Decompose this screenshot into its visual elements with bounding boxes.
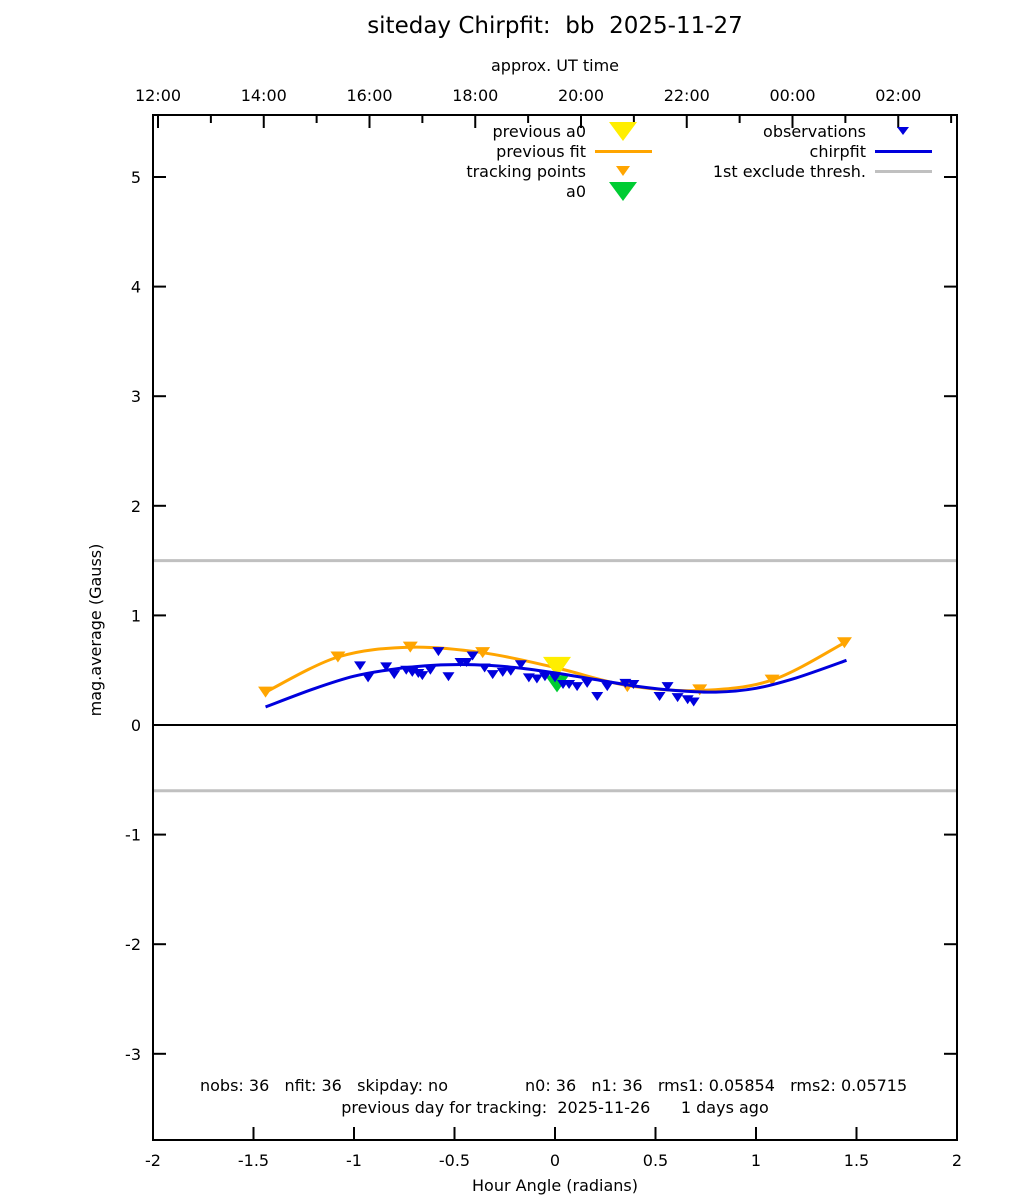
y-axis-tick-label: 0 [131, 716, 141, 735]
legend-item-observations: observations [630, 121, 940, 141]
tracking-point-marker [330, 651, 346, 663]
x-axis-tick-label: 0 [550, 1151, 560, 1170]
observation-marker [466, 651, 479, 661]
observation-marker [442, 672, 455, 682]
top-axis-tick-label: 14:00 [241, 86, 287, 105]
observation-marker [514, 660, 527, 670]
top-axis-tick-label: 20:00 [558, 86, 604, 105]
tracking-point-marker [258, 686, 274, 698]
legend-item-chirpfit: chirpfit [630, 141, 940, 161]
legend-label: tracking points [466, 161, 586, 181]
x-axis-tick-label: -1 [346, 1151, 362, 1170]
observation-marker [380, 662, 393, 672]
legend-label: previous fit [496, 141, 586, 161]
observation-marker [687, 697, 700, 707]
tracking-point-marker [475, 647, 491, 659]
stats-line1-left: nobs: 36 nfit: 36 skipday: no [200, 1076, 448, 1095]
chirpfit-line-icon [874, 149, 932, 153]
legend-label: observations [763, 121, 866, 141]
observation-marker [661, 682, 674, 692]
chart-title: siteday Chirpfit: bb 2025-11-27 [367, 13, 743, 39]
stats-line1-right: n0: 36 n1: 36 rms1: 0.05854 rms2: 0.0571… [525, 1076, 908, 1095]
legend-label: previous a0 [492, 121, 586, 141]
top-axis-tick-label: 16:00 [346, 86, 392, 105]
observation-marker [627, 679, 640, 689]
previous-a0-triangle-icon [609, 121, 637, 141]
observation-marker [601, 682, 614, 692]
observation-marker [460, 658, 473, 668]
observation-marker [571, 682, 584, 692]
observation-marker [388, 670, 401, 680]
observation-marker [504, 666, 517, 676]
x-axis-tick-label: 0.5 [643, 1151, 668, 1170]
y-axis-tick-label: 1 [131, 606, 141, 625]
y-axis-tick-label: 4 [131, 278, 141, 297]
x-axis-title: Hour Angle (radians) [472, 1176, 638, 1195]
x-axis-tick-label: 2 [952, 1151, 962, 1170]
y-axis-tick-label: -2 [125, 935, 141, 954]
observation-marker [432, 647, 445, 657]
previous-fit-line-icon [594, 149, 652, 153]
x-axis-tick-label: -1.5 [238, 1151, 269, 1170]
legend-item-previous-a0: previous a0 [240, 121, 660, 141]
tracking-point-marker [764, 674, 780, 686]
x-axis-tick-label: -0.5 [439, 1151, 470, 1170]
observation-marker [416, 671, 429, 681]
y-axis-tick-label: -3 [125, 1045, 141, 1064]
a0-marker [545, 675, 570, 693]
legend-left-column: previous a0 previous fit tracking points… [240, 121, 660, 201]
exclude-threshold-line-icon [874, 169, 932, 173]
top-axis-title: approx. UT time [491, 56, 619, 75]
x-axis-tick-label: 1 [751, 1151, 761, 1170]
observation-marker [530, 674, 543, 684]
top-axis-tick-label: 22:00 [664, 86, 710, 105]
tracking-points-triangle-icon [616, 166, 630, 176]
top-axis-tick-label: 02:00 [875, 86, 921, 105]
observation-marker [486, 670, 499, 680]
top-axis-tick-label: 00:00 [769, 86, 815, 105]
y-axis-tick-label: 5 [131, 168, 141, 187]
y-axis-tick-label: -1 [125, 826, 141, 845]
observation-marker [581, 678, 594, 688]
legend-item-a0: a0 [240, 181, 660, 201]
y-axis-tick-label: 2 [131, 497, 141, 516]
stats-line2: previous day for tracking: 2025-11-26 1 … [341, 1098, 769, 1117]
previous-a0-marker [543, 656, 572, 677]
legend-item-tracking-points: tracking points [240, 161, 660, 181]
legend-label: a0 [566, 181, 586, 201]
observations-triangle-icon [897, 127, 909, 135]
plot-box [152, 114, 958, 1141]
top-axis-tick-label: 12:00 [135, 86, 181, 105]
legend-label: chirpfit [809, 141, 866, 161]
observation-marker [362, 673, 375, 683]
top-axis-tick-label: 18:00 [452, 86, 498, 105]
observation-marker [478, 663, 491, 673]
y-axis-tick-label: 3 [131, 387, 141, 406]
tracking-point-marker [836, 637, 852, 649]
legend-right-column: observations chirpfit 1st exclude thresh… [630, 121, 940, 181]
tracking-point-marker [402, 641, 418, 653]
legend-label: 1st exclude thresh. [712, 161, 866, 181]
legend-item-exclude-thresh: 1st exclude thresh. [630, 161, 940, 181]
observation-marker [538, 672, 551, 682]
observation-marker [496, 667, 509, 677]
observation-marker [653, 692, 666, 702]
observation-marker [354, 661, 367, 671]
x-axis-tick-label: -2 [145, 1151, 161, 1170]
observation-marker [549, 673, 561, 683]
observation-marker [424, 665, 437, 675]
legend-item-previous-fit: previous fit [240, 141, 660, 161]
observation-marker [671, 693, 684, 703]
x-axis-tick-label: 1.5 [844, 1151, 869, 1170]
tracking-point-marker [692, 684, 708, 696]
a0-triangle-icon [609, 181, 637, 201]
observation-marker [591, 692, 604, 702]
